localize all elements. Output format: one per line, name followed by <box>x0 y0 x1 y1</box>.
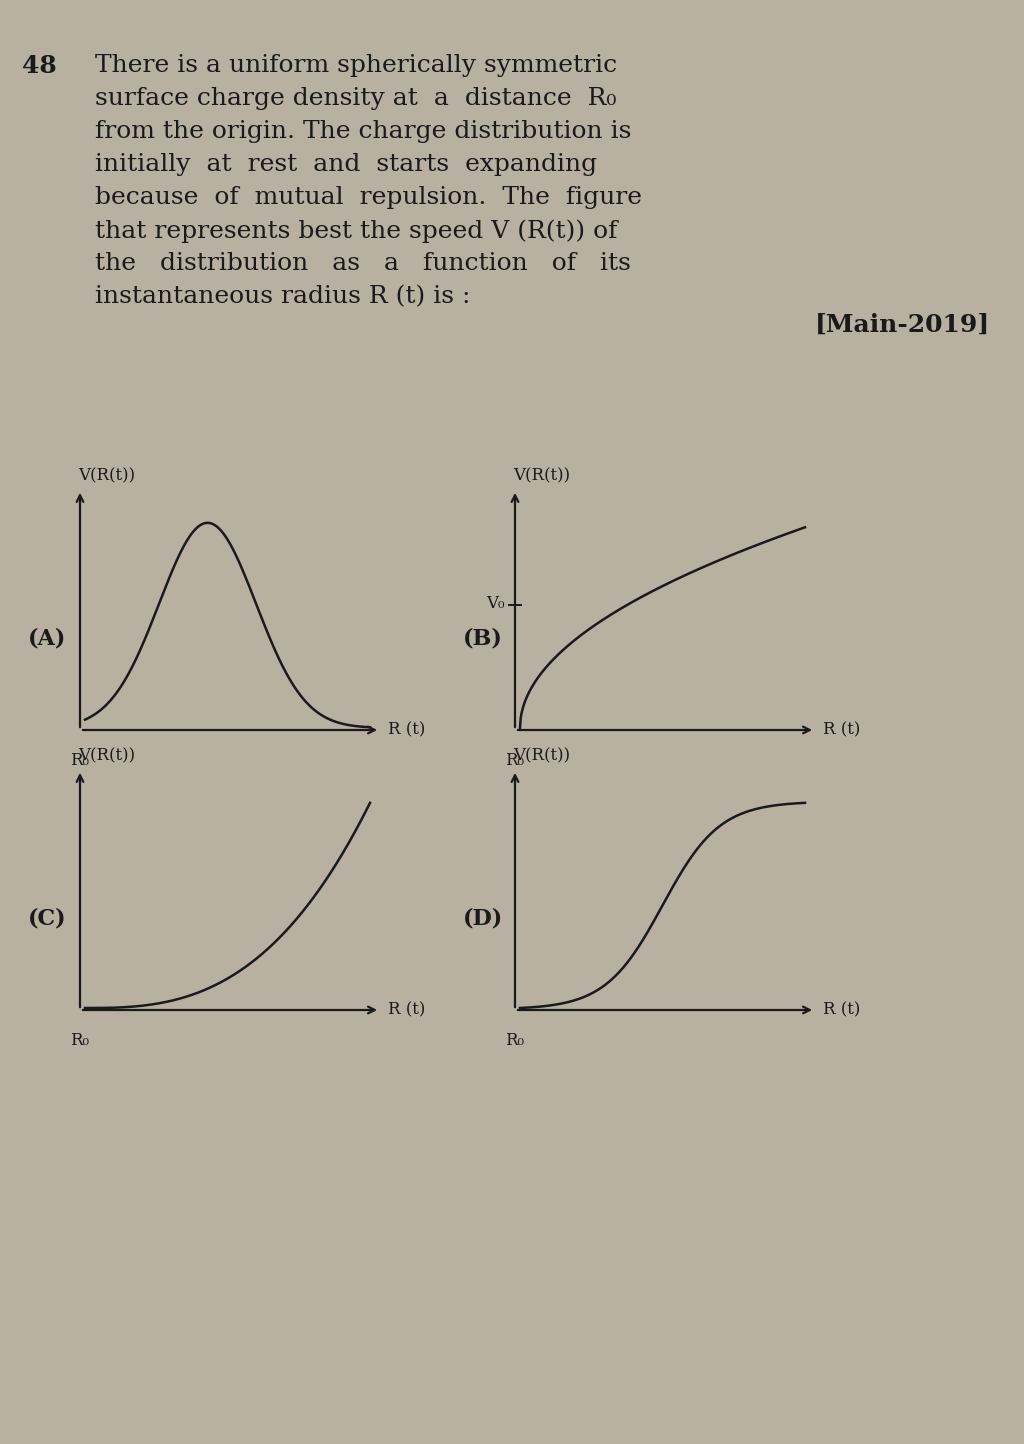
Text: R (t): R (t) <box>823 722 860 738</box>
Text: that represents best the speed V (R(t)) of: that represents best the speed V (R(t)) … <box>95 219 617 243</box>
Text: R₀: R₀ <box>506 1032 524 1048</box>
Text: R₀: R₀ <box>71 752 89 770</box>
Text: R (t): R (t) <box>388 1002 425 1018</box>
Text: initially  at  rest  and  starts  expanding: initially at rest and starts expanding <box>95 153 597 176</box>
Text: R (t): R (t) <box>388 722 425 738</box>
Text: R (t): R (t) <box>823 1002 860 1018</box>
Text: (A): (A) <box>28 628 67 650</box>
Text: from the origin. The charge distribution is: from the origin. The charge distribution… <box>95 120 632 143</box>
Text: V(R(t)): V(R(t)) <box>513 747 570 764</box>
Text: V₀: V₀ <box>486 595 505 612</box>
Text: because  of  mutual  repulsion.  The  figure: because of mutual repulsion. The figure <box>95 186 642 209</box>
Text: There is a uniform spherically symmetric: There is a uniform spherically symmetric <box>95 53 617 77</box>
Text: R₀: R₀ <box>506 752 524 770</box>
Text: (D): (D) <box>463 908 503 930</box>
Text: V(R(t)): V(R(t)) <box>78 747 135 764</box>
Text: V(R(t)): V(R(t)) <box>513 466 570 484</box>
Text: surface charge density at  a  distance  R₀: surface charge density at a distance R₀ <box>95 87 616 110</box>
Text: R₀: R₀ <box>71 1032 89 1048</box>
Text: [Main-2019]: [Main-2019] <box>815 313 990 336</box>
Text: 48: 48 <box>22 53 56 78</box>
Text: the   distribution   as   a   function   of   its: the distribution as a function of its <box>95 253 631 274</box>
Text: instantaneous radius R (t) is :: instantaneous radius R (t) is : <box>95 284 470 308</box>
Text: V(R(t)): V(R(t)) <box>78 466 135 484</box>
Text: (C): (C) <box>28 908 67 930</box>
Text: (B): (B) <box>463 628 503 650</box>
